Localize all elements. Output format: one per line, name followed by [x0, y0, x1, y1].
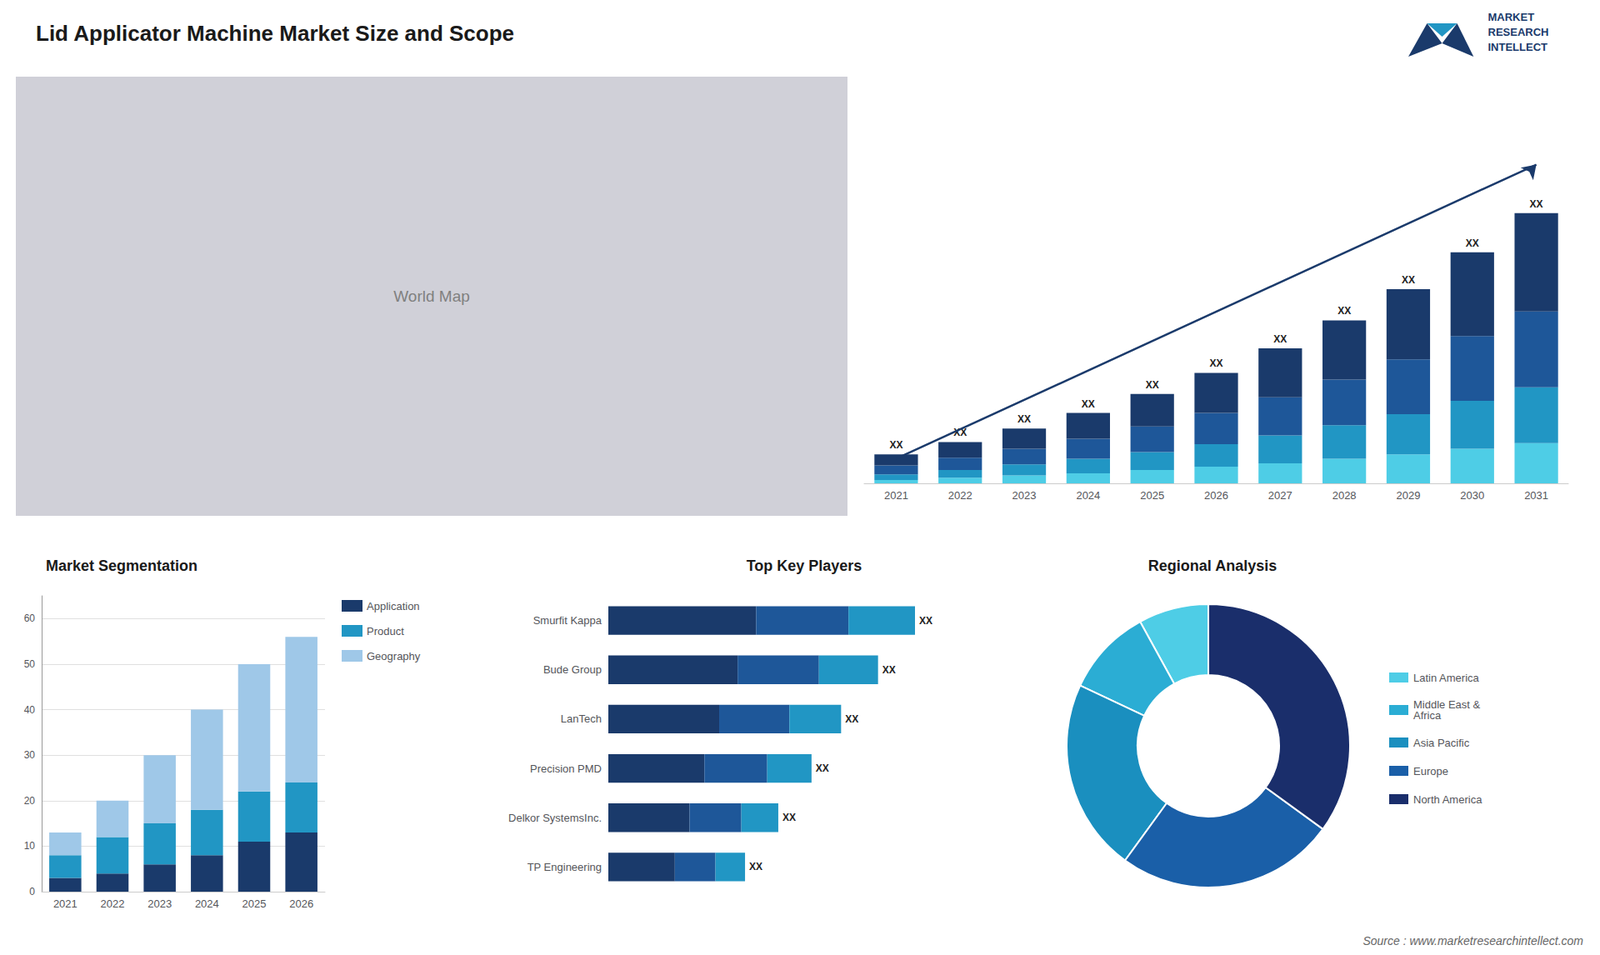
svg-text:2024: 2024	[195, 897, 220, 910]
svg-text:Bude Group: Bude Group	[543, 663, 602, 676]
svg-text:2027: 2027	[1268, 489, 1293, 502]
svg-text:Top Key Players: Top Key Players	[746, 557, 863, 575]
svg-text:XX: XX	[1273, 333, 1287, 345]
svg-text:Regional Analysis: Regional Analysis	[1148, 557, 1277, 575]
svg-text:XX: XX	[882, 664, 896, 676]
svg-text:North America: North America	[1413, 793, 1483, 806]
svg-text:XX: XX	[1337, 305, 1351, 317]
svg-text:XX: XX	[1145, 379, 1160, 391]
svg-text:2028: 2028	[1332, 489, 1357, 502]
svg-text:XX: XX	[919, 615, 933, 627]
svg-text:Asia Pacific: Asia Pacific	[1413, 736, 1470, 750]
svg-text:60: 60	[24, 612, 36, 625]
svg-text:30: 30	[24, 749, 36, 761]
svg-text:XX: XX	[889, 439, 903, 451]
svg-text:2026: 2026	[1204, 489, 1229, 502]
svg-text:Lid Applicator Machine Market: Lid Applicator Machine Market Size and S…	[35, 20, 515, 46]
svg-text:XX: XX	[1209, 357, 1223, 370]
svg-text:Africa: Africa	[1413, 709, 1442, 722]
svg-text:2030: 2030	[1460, 489, 1485, 502]
svg-text:Precision PMD: Precision PMD	[530, 762, 602, 775]
svg-text:Delkor SystemsInc.: Delkor SystemsInc.	[508, 811, 602, 825]
svg-text:XX: XX	[1081, 398, 1095, 410]
svg-text:Product: Product	[366, 625, 405, 638]
svg-text:20: 20	[24, 795, 36, 807]
svg-text:TP Engineering: TP Engineering	[527, 860, 602, 874]
svg-text:XX: XX	[1017, 413, 1031, 425]
svg-text:MARKET: MARKET	[1488, 10, 1535, 24]
svg-text:Latin America: Latin America	[1413, 671, 1480, 685]
svg-text:Europe: Europe	[1413, 765, 1449, 778]
svg-text:2025: 2025	[1140, 489, 1165, 502]
svg-text:Smurfit Kappa: Smurfit Kappa	[533, 614, 603, 627]
svg-text:World Map: World Map	[393, 287, 470, 305]
svg-text:RESEARCH: RESEARCH	[1488, 25, 1550, 39]
svg-text:10: 10	[24, 840, 36, 852]
svg-text:2031: 2031	[1524, 489, 1549, 502]
svg-text:2029: 2029	[1395, 489, 1420, 502]
svg-text:Market Segmentation: Market Segmentation	[45, 557, 198, 575]
svg-text:XX: XX	[782, 811, 796, 824]
svg-text:2025: 2025	[242, 897, 267, 910]
svg-text:Application: Application	[366, 600, 420, 613]
svg-text:2021: 2021	[53, 897, 78, 910]
svg-text:Source : www.marketresearchint: Source : www.marketresearchintellect.com	[1362, 934, 1584, 948]
svg-text:0: 0	[29, 885, 35, 898]
svg-text:XX: XX	[749, 860, 763, 873]
svg-text:XX: XX	[845, 713, 859, 725]
svg-text:Geography: Geography	[366, 650, 421, 663]
svg-text:2026: 2026	[289, 897, 314, 910]
svg-text:Middle East &: Middle East &	[1413, 698, 1481, 711]
svg-text:2023: 2023	[147, 897, 172, 910]
svg-text:LanTech: LanTech	[560, 712, 602, 725]
svg-text:2021: 2021	[884, 489, 909, 502]
svg-text:40: 40	[24, 704, 36, 716]
svg-text:50: 50	[24, 658, 36, 670]
svg-text:2022: 2022	[100, 897, 125, 910]
svg-text:2023: 2023	[1012, 489, 1037, 502]
svg-text:XX: XX	[1530, 198, 1544, 210]
svg-text:2024: 2024	[1075, 489, 1100, 502]
svg-text:2022: 2022	[948, 489, 973, 502]
svg-text:XX: XX	[1401, 274, 1415, 286]
svg-text:INTELLECT: INTELLECT	[1488, 40, 1549, 54]
svg-text:XX: XX	[953, 427, 967, 439]
svg-text:XX: XX	[1465, 237, 1480, 250]
svg-text:XX: XX	[815, 762, 830, 775]
